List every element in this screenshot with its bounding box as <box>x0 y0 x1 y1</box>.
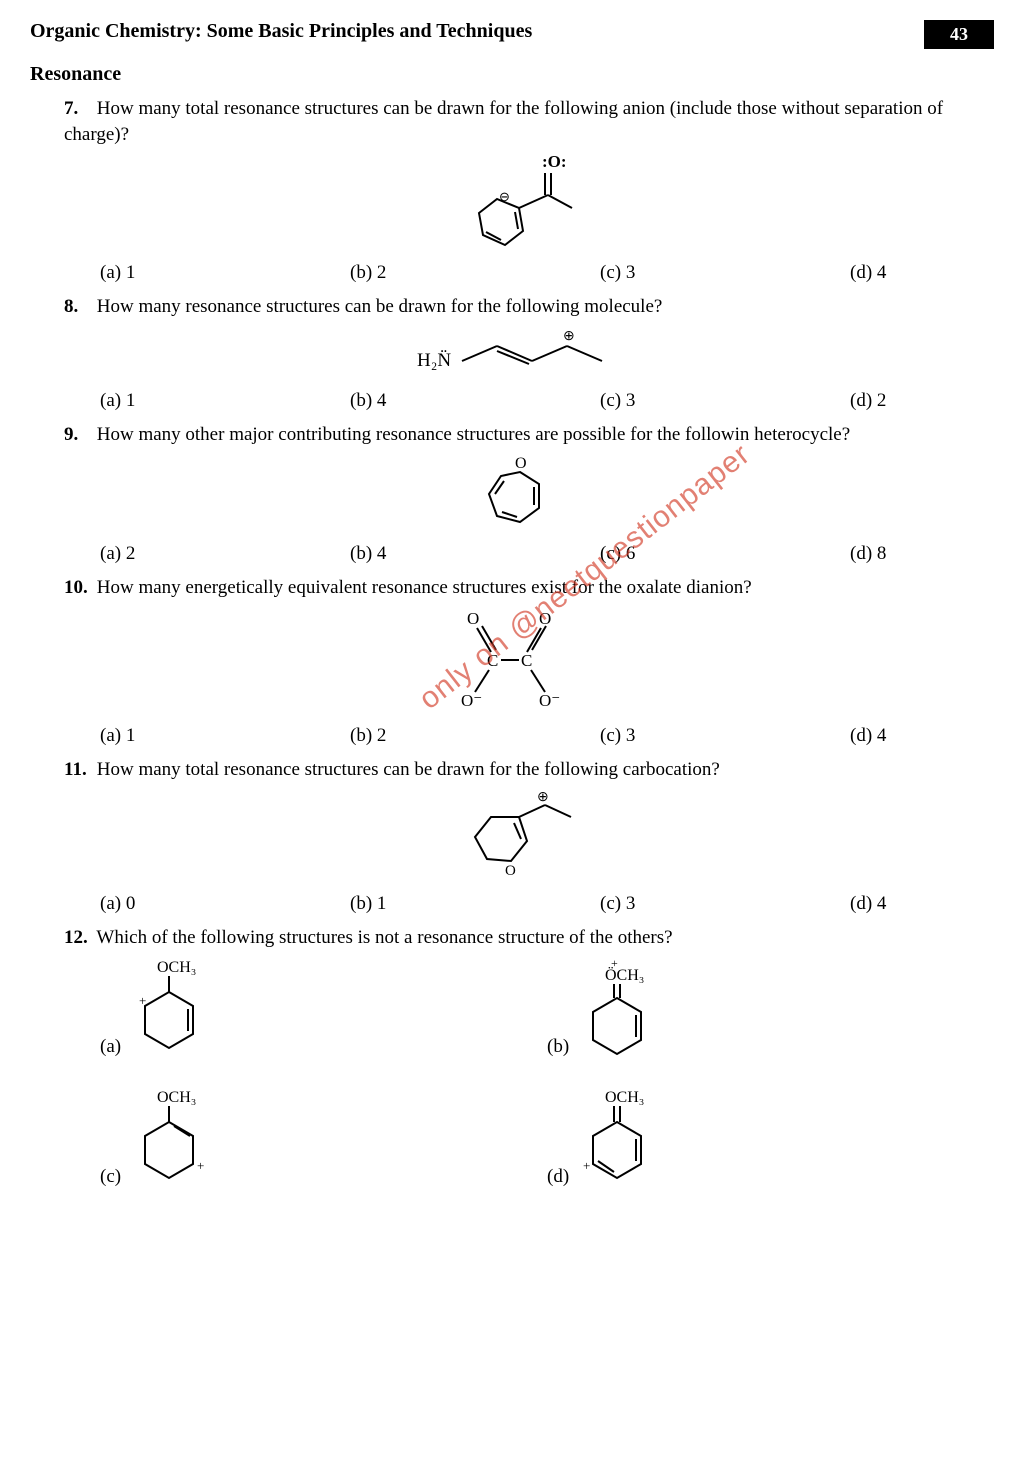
q8-options: (a) 1 (b) 4 (c) 3 (d) 2 <box>100 390 994 412</box>
option-d: (d) 4 <box>850 893 940 915</box>
option-c: (c) OCH₃ + <box>100 1088 547 1188</box>
page-header: Organic Chemistry: Some Basic Principles… <box>30 20 994 49</box>
svg-text:OCH₃: OCH₃ <box>605 1089 644 1106</box>
svg-text:O: O <box>539 609 551 628</box>
option-a: (a) OCH₃ + <box>100 958 547 1058</box>
q10-figure: O O C C O⁻ O⁻ <box>30 606 994 721</box>
question-text: Which of the following structures is not… <box>96 927 672 948</box>
option-b: (b) 4 <box>350 543 440 565</box>
option-b: (b) + ÖCH₃ <box>547 958 994 1058</box>
q11-figure: ⊕ O <box>30 789 994 889</box>
option-b: (b) 2 <box>350 262 440 284</box>
svg-text:+: + <box>139 993 146 1008</box>
question-9: 9. How many other major contributing res… <box>64 422 994 448</box>
option-d: (d) 4 <box>850 725 940 747</box>
svg-text:O: O <box>467 609 479 628</box>
question-10: 10. How many energetically equivalent re… <box>64 575 994 601</box>
question-8: 8. How many resonance structures can be … <box>64 294 994 320</box>
option-d: (d) 4 <box>850 262 940 284</box>
option-c: (c) 3 <box>600 725 690 747</box>
question-text: How many other major contributing resona… <box>97 424 850 445</box>
page-number-badge: 43 <box>924 20 994 49</box>
option-c: (c) 3 <box>600 390 690 412</box>
q10-options: (a) 1 (b) 2 (c) 3 (d) 4 <box>100 725 994 747</box>
svg-text:+: + <box>197 1158 204 1173</box>
svg-text:+: + <box>583 1158 590 1173</box>
q12-structure-c: OCH₃ + <box>129 1088 229 1188</box>
question-12: 12. Which of the following structures is… <box>64 925 994 951</box>
option-c: (c) 6 <box>600 543 690 565</box>
svg-text:C: C <box>521 651 532 670</box>
q12-structure-d: OCH₃ + <box>577 1088 667 1188</box>
svg-text:OCH₃: OCH₃ <box>157 959 196 976</box>
option-c: (c) 3 <box>600 893 690 915</box>
q8-figure: H₂N̈ ⊕ <box>30 326 994 386</box>
option-b: (b) 4 <box>350 390 440 412</box>
question-number: 11. <box>64 757 92 783</box>
q9-options: (a) 2 (b) 4 (c) 6 (d) 8 <box>100 543 994 565</box>
option-a: (a) 1 <box>100 262 190 284</box>
q12-structure-a: OCH₃ + <box>129 958 219 1058</box>
question-number: 12. <box>64 925 92 951</box>
q11-options: (a) 0 (b) 1 (c) 3 (d) 4 <box>100 893 994 915</box>
section-heading: Resonance <box>30 63 994 86</box>
question-text: How many total resonance structures can … <box>64 98 943 145</box>
amine-label: H₂N̈ <box>417 350 451 371</box>
charge-label: ⊕ <box>563 329 575 344</box>
option-d: (d) OCH₃ + <box>547 1088 994 1188</box>
q7-figure: :O: ⊖ <box>30 153 994 258</box>
q12-options: (a) OCH₃ + (b) + ÖCH₃ (c) OCH₃ + <box>100 958 994 1188</box>
question-text: How many energetically equivalent resona… <box>97 577 752 598</box>
question-number: 9. <box>64 422 92 448</box>
question-7: 7. How many total resonance structures c… <box>64 96 994 147</box>
charge-label: ⊕ <box>537 790 549 805</box>
option-a: (a) 2 <box>100 543 190 565</box>
q12-structure-b: + ÖCH₃ <box>577 958 667 1058</box>
q9-figure: O <box>30 454 994 539</box>
oxygen-label: O <box>505 863 516 879</box>
q7-options: (a) 1 (b) 2 (c) 3 (d) 4 <box>100 262 994 284</box>
oxygen-label: O <box>515 455 527 472</box>
question-11: 11. How many total resonance structures … <box>64 757 994 783</box>
svg-text:OCH₃: OCH₃ <box>157 1089 196 1106</box>
option-c: (c) 3 <box>600 262 690 284</box>
question-number: 7. <box>64 96 92 122</box>
svg-text:ÖCH₃: ÖCH₃ <box>605 966 644 984</box>
svg-text:O⁻: O⁻ <box>539 691 560 710</box>
option-b: (b) 2 <box>350 725 440 747</box>
question-text: How many resonance structures can be dra… <box>97 296 663 317</box>
option-d: (d) 8 <box>850 543 940 565</box>
svg-text:O⁻: O⁻ <box>461 691 482 710</box>
option-a: (a) 1 <box>100 390 190 412</box>
option-a: (a) 1 <box>100 725 190 747</box>
option-d: (d) 2 <box>850 390 940 412</box>
question-number: 10. <box>64 575 92 601</box>
svg-text:C: C <box>487 651 498 670</box>
question-text: How many total resonance structures can … <box>97 759 720 780</box>
option-a: (a) 0 <box>100 893 190 915</box>
oxygen-label: :O: <box>542 153 567 171</box>
question-number: 8. <box>64 294 92 320</box>
option-b: (b) 1 <box>350 893 440 915</box>
chapter-title: Organic Chemistry: Some Basic Principles… <box>30 20 532 43</box>
